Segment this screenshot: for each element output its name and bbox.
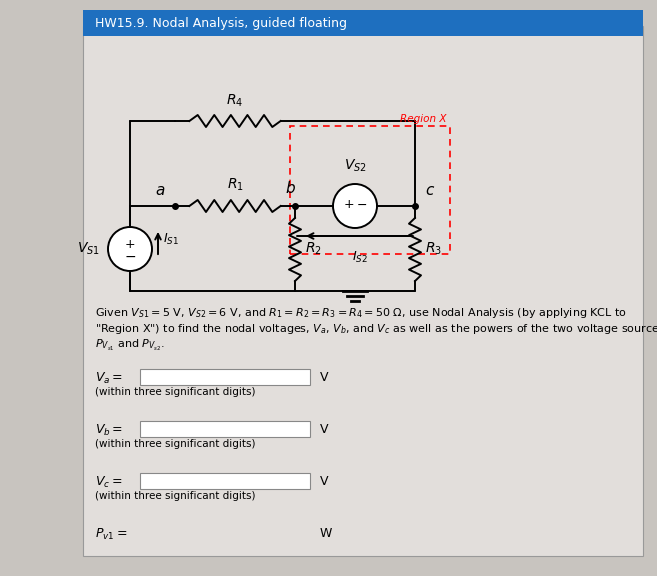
Text: $-$: $-$	[357, 198, 367, 210]
Bar	[83, 10, 643, 36]
Text: $I_{S1}$: $I_{S1}$	[163, 232, 179, 247]
Text: W: W	[320, 527, 332, 540]
Text: (within three significant digits): (within three significant digits)	[95, 387, 256, 397]
Text: $P_{v1} =$: $P_{v1} =$	[95, 527, 127, 542]
Text: $+$: $+$	[344, 198, 355, 210]
Text: V: V	[320, 475, 328, 488]
Text: $R_3$: $R_3$	[425, 241, 442, 257]
Bar	[83, 26, 643, 556]
Text: $a$: $a$	[154, 183, 165, 198]
Text: $V_c =$: $V_c =$	[95, 475, 122, 490]
Text: $P_{V_{s1}}$ and $P_{V_{s2}}$.: $P_{V_{s1}}$ and $P_{V_{s2}}$.	[95, 338, 165, 353]
Text: "Region X") to find the nodal voltages, $V_a$, $V_b$, and $V_c$ as well as the p: "Region X") to find the nodal voltages, …	[95, 322, 657, 336]
Text: HW15.9. Nodal Analysis, guided floating: HW15.9. Nodal Analysis, guided floating	[95, 17, 347, 29]
Text: V: V	[320, 423, 328, 436]
Text: $V_a =$: $V_a =$	[95, 371, 123, 386]
Text: $V_{S1}$: $V_{S1}$	[77, 241, 100, 257]
Text: $c$: $c$	[425, 183, 435, 198]
Text: $R_2$: $R_2$	[305, 241, 322, 257]
Text: $-$: $-$	[124, 249, 136, 263]
Bar	[140, 369, 310, 385]
Text: $+$: $+$	[124, 237, 135, 251]
Text: Region X: Region X	[401, 114, 447, 124]
Text: $R_1$: $R_1$	[227, 177, 244, 193]
Circle shape	[333, 184, 377, 228]
Circle shape	[108, 227, 152, 271]
Text: $I_{S2}$: $I_{S2}$	[352, 250, 368, 265]
Text: (within three significant digits): (within three significant digits)	[95, 439, 256, 449]
Text: $R_4$: $R_4$	[227, 93, 244, 109]
Bar	[140, 421, 310, 437]
Bar	[140, 473, 310, 489]
Text: V: V	[320, 371, 328, 384]
Text: $b$: $b$	[284, 180, 296, 196]
Text: (within three significant digits): (within three significant digits)	[95, 491, 256, 501]
Text: Given $V_{S1}=5$ V, $V_{S2}=6$ V, and $R_1=R_2=R_3=R_4=50$ $\Omega$, use Nodal A: Given $V_{S1}=5$ V, $V_{S2}=6$ V, and $R…	[95, 306, 627, 320]
Text: $V_{S2}$: $V_{S2}$	[344, 158, 367, 174]
Bar	[290, 126, 450, 254]
Text: $V_b =$: $V_b =$	[95, 423, 123, 438]
